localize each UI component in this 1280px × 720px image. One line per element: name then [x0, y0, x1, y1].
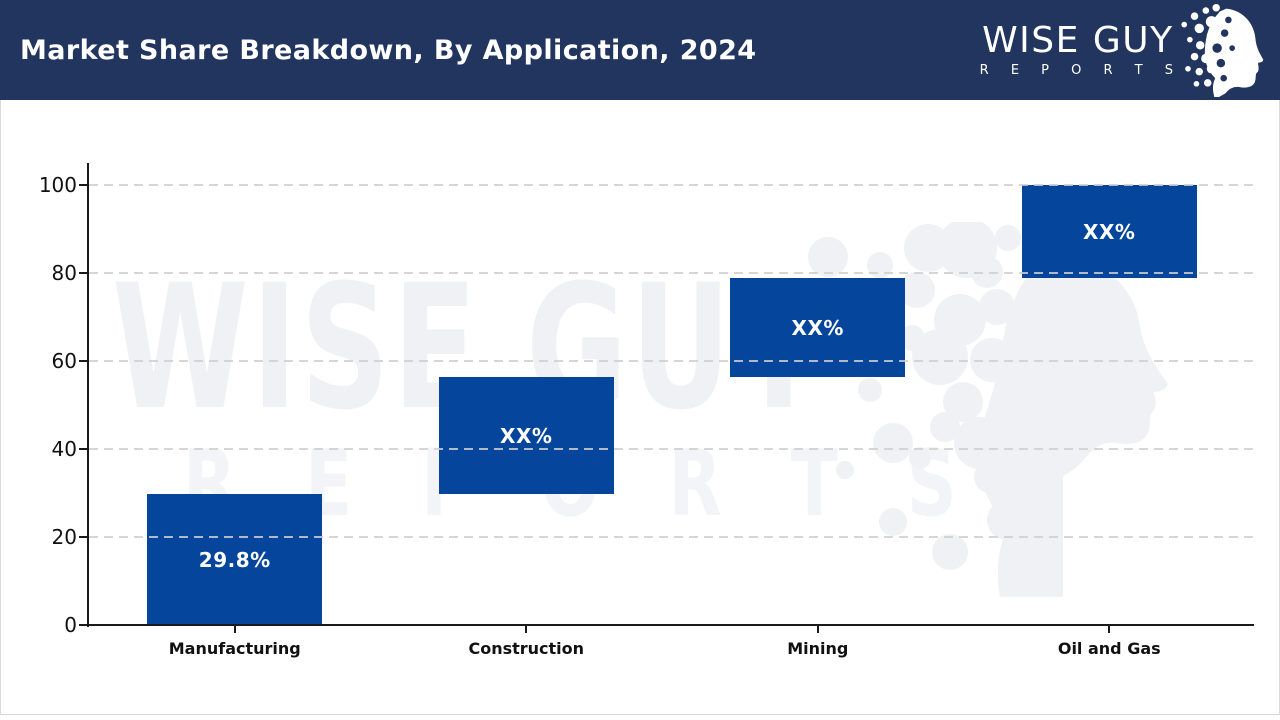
x-tick-mark: [525, 626, 528, 633]
gridline-y80: [89, 272, 1255, 274]
header-band: Market Share Breakdown, By Application, …: [0, 0, 1280, 100]
y-tick-label-100: 100: [38, 173, 77, 197]
gridline-y20: [89, 536, 1255, 538]
bar-construction: [438, 376, 614, 494]
y-tick-label-80: 80: [51, 261, 77, 285]
bar-oil-and-gas: [1021, 185, 1197, 278]
y-tick-mark-100: [79, 184, 88, 186]
x-tick-mark: [816, 626, 819, 633]
plot-area: 29.8% XX% XX% XX%: [89, 163, 1255, 625]
category-label: Mining: [787, 639, 849, 658]
category-label: Construction: [468, 639, 585, 658]
wiseguy-logo: WISE GUY R E P O R T S: [974, 2, 1266, 98]
gridline-y60: [89, 360, 1255, 362]
bar-value-label: XX%: [1083, 220, 1136, 245]
y-tick-mark-40: [79, 448, 88, 450]
wiseguy-logo-text: WISE GUY R E P O R T S: [974, 20, 1182, 78]
bar-value-label: XX%: [791, 316, 844, 341]
watermark-head-icon: [800, 222, 1168, 597]
y-tick-mark-60: [79, 360, 88, 362]
y-tick-mark-20: [79, 536, 88, 538]
gridline-y40: [89, 448, 1255, 450]
wiseguy-logo-subtitle: R E P O R T S: [979, 63, 1182, 78]
category-label: Oil and Gas: [1057, 639, 1161, 658]
x-axis-line: [82, 624, 1254, 626]
y-tick-mark-80: [79, 272, 88, 274]
x-tick-mark: [233, 626, 236, 633]
y-tick-label-60: 60: [51, 349, 77, 373]
x-tick-mark: [1108, 626, 1111, 633]
bar-value-label: XX%: [500, 424, 553, 449]
wiseguy-head-icon: [1181, 3, 1264, 97]
bar-manufacturing: [147, 493, 323, 625]
wiseguy-logo-wordmark: WISE GUY: [982, 20, 1174, 61]
category-label: Manufacturing: [168, 639, 301, 658]
y-tick-mark-0: [79, 624, 88, 626]
y-tick-label-0: 0: [64, 613, 77, 637]
y-tick-label-40: 40: [51, 437, 77, 461]
y-axis-line: [87, 163, 89, 627]
y-tick-label-20: 20: [51, 525, 77, 549]
page-title: Market Share Breakdown, By Application, …: [20, 34, 757, 66]
gridline-y100: [89, 184, 1255, 186]
bar-value-label: 29.8%: [198, 548, 271, 573]
